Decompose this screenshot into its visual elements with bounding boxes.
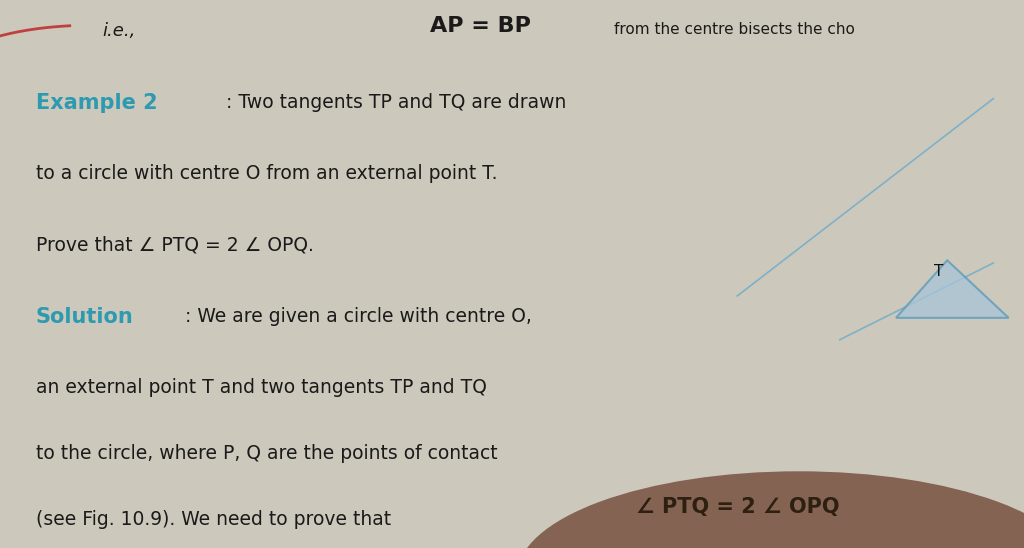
Text: AP = BP: AP = BP bbox=[430, 16, 531, 36]
Text: from the centre bisects the cho: from the centre bisects the cho bbox=[614, 22, 855, 37]
Text: Example 2: Example 2 bbox=[36, 93, 158, 113]
Text: T: T bbox=[934, 265, 943, 279]
Text: ∠ PTQ = 2 ∠ OPQ: ∠ PTQ = 2 ∠ OPQ bbox=[636, 497, 839, 517]
Text: : We are given a circle with centre O,: : We are given a circle with centre O, bbox=[179, 307, 532, 326]
Polygon shape bbox=[896, 260, 1009, 318]
Ellipse shape bbox=[517, 471, 1024, 548]
Text: Prove that ∠ PTQ = 2 ∠ OPQ.: Prove that ∠ PTQ = 2 ∠ OPQ. bbox=[36, 236, 313, 255]
Text: (see Fig. 10.9). We need to prove that: (see Fig. 10.9). We need to prove that bbox=[36, 510, 391, 529]
Text: to the circle, where P, Q are the points of contact: to the circle, where P, Q are the points… bbox=[36, 444, 498, 463]
Text: Solution: Solution bbox=[36, 307, 133, 327]
Text: to a circle with centre O from an external point T.: to a circle with centre O from an extern… bbox=[36, 164, 498, 184]
Text: i.e.,: i.e., bbox=[102, 22, 136, 40]
Text: : Two tangents TP and TQ are drawn: : Two tangents TP and TQ are drawn bbox=[220, 93, 566, 112]
Text: an external point T and two tangents TP and TQ: an external point T and two tangents TP … bbox=[36, 378, 486, 397]
